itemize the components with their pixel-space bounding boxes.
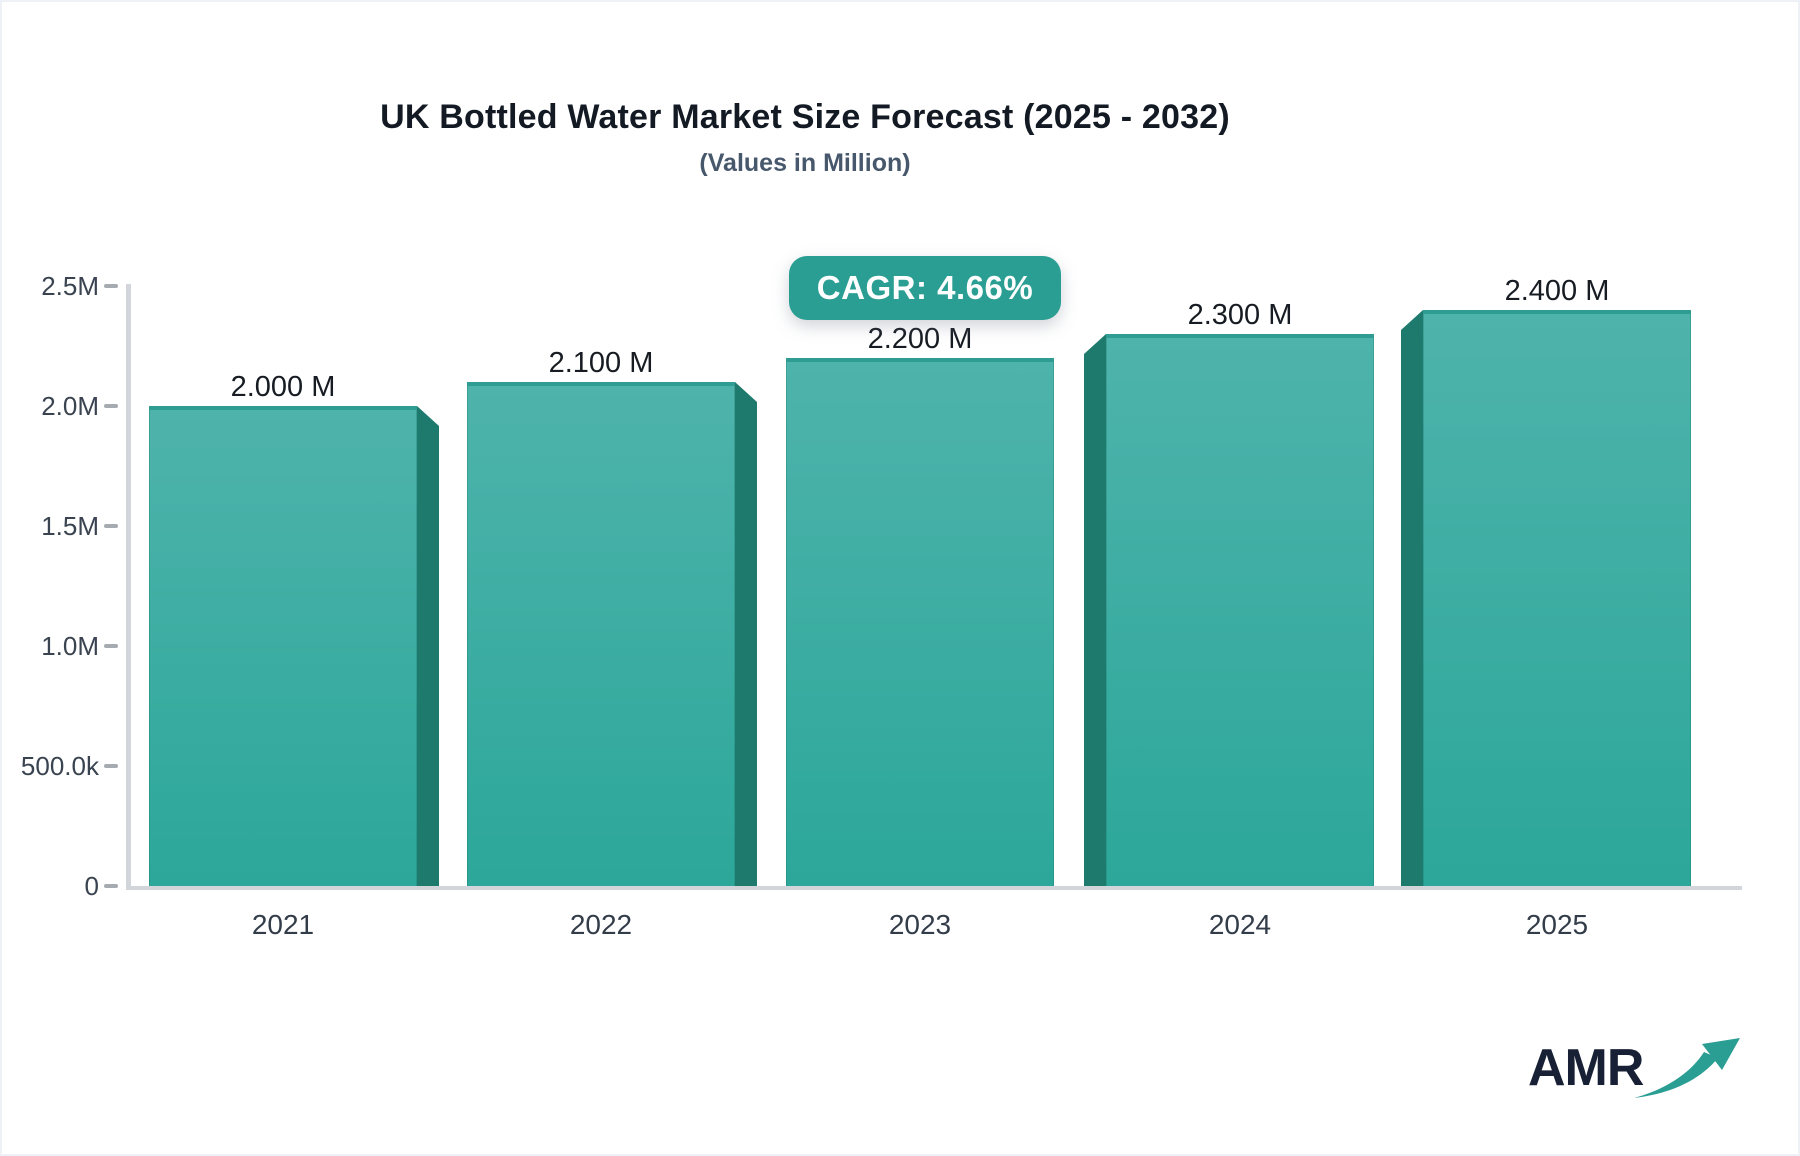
y-axis-tick-mark xyxy=(104,284,118,288)
x-axis-line xyxy=(126,886,1742,890)
y-axis-tick-label: 1.0M xyxy=(41,631,99,661)
bar xyxy=(1423,310,1691,886)
bar-side-panel xyxy=(1084,334,1106,886)
bar xyxy=(467,382,735,886)
bar-side-panel xyxy=(735,382,757,886)
bar xyxy=(149,406,417,886)
cagr-badge: CAGR: 4.66% xyxy=(789,256,1061,320)
bar-value-label: 2.100 M xyxy=(548,347,654,379)
chart-subtitle: (Values in Million) xyxy=(699,149,911,177)
bar-value-label: 2.400 M xyxy=(1504,275,1610,307)
x-axis-label: 2025 xyxy=(1525,909,1589,940)
y-axis-tick-label: 1.5M xyxy=(41,511,99,541)
x-axis-label: 2021 xyxy=(251,909,315,940)
y-axis-tick-mark xyxy=(104,644,118,648)
y-axis-tick-mark xyxy=(104,524,118,528)
bar xyxy=(1106,334,1374,886)
x-axis-label: 2024 xyxy=(1208,909,1272,940)
bar-side-panel xyxy=(417,406,439,886)
y-axis-tick-mark xyxy=(104,764,118,768)
chart-title: UK Bottled Water Market Size Forecast (2… xyxy=(380,98,1230,136)
bar-value-label: 2.000 M xyxy=(230,371,336,403)
chart-header: UK Bottled Water Market Size Forecast (2… xyxy=(0,0,1610,178)
bar-value-label: 2.300 M xyxy=(1187,299,1293,331)
bar-value-label: 2.200 M xyxy=(867,323,973,355)
bar xyxy=(786,358,1054,886)
growth-arrow-icon xyxy=(1634,1038,1740,1098)
y-axis-tick-mark xyxy=(104,884,118,888)
x-axis-label: 2022 xyxy=(569,909,633,940)
bar-side-panel xyxy=(1401,310,1423,886)
y-axis-tick-label: 2.0M xyxy=(41,391,99,421)
y-axis-line xyxy=(126,284,131,888)
y-axis-tick-label: 0 xyxy=(84,871,99,901)
amr-logo: AMR xyxy=(1528,1032,1758,1112)
logo-text: AMR xyxy=(1528,1039,1644,1097)
y-axis-tick-mark xyxy=(104,404,118,408)
x-axis-label: 2023 xyxy=(888,909,952,940)
y-axis-tick-label: 2.5M xyxy=(41,271,99,301)
y-axis-tick-label: 500.0k xyxy=(20,751,99,781)
